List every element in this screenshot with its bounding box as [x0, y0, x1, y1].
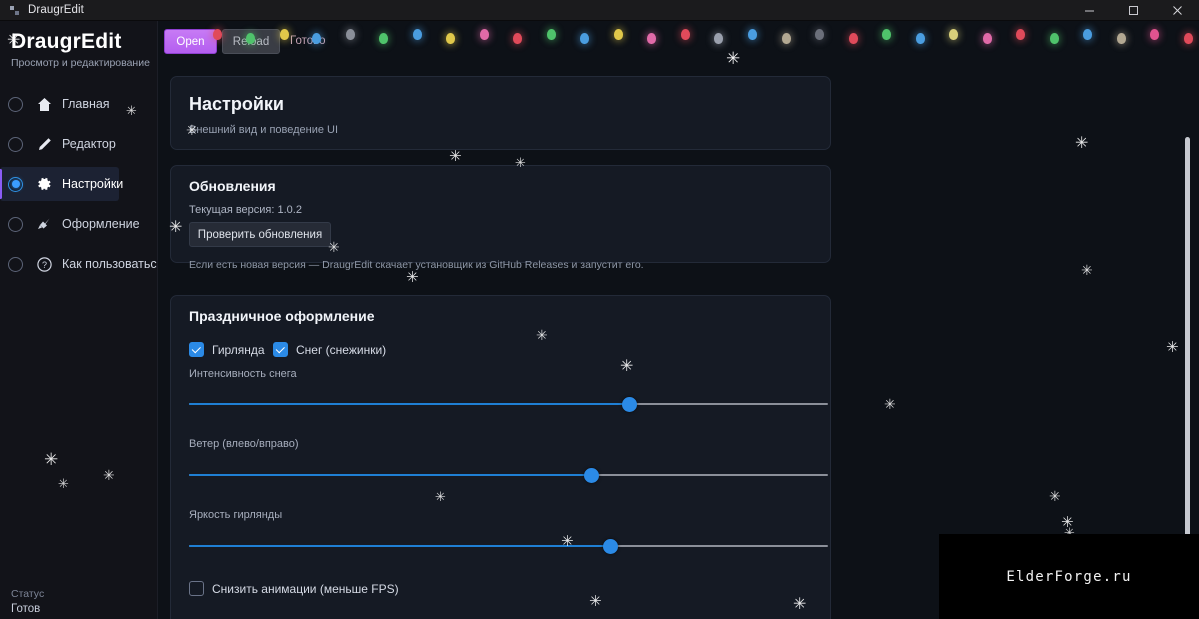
- checkbox-box: [273, 342, 288, 357]
- status-block: Статус Готов: [11, 587, 44, 617]
- status-label: Статус: [11, 588, 45, 600]
- brand-subtitle: Просмотр и редактирование ст: [11, 57, 151, 69]
- checkbox-snow[interactable]: Снег (снежинки): [273, 342, 386, 357]
- slider-fill: [189, 545, 611, 547]
- festive-title: Праздничное оформление: [189, 308, 375, 324]
- sidebar-item-label: Оформление: [62, 217, 140, 231]
- slider-garland-brightness[interactable]: [189, 538, 828, 554]
- close-icon[interactable]: [1155, 0, 1199, 21]
- checkbox-box: [189, 342, 204, 357]
- brush-icon: [34, 214, 54, 234]
- page-subtitle: Внешний вид и поведение UI: [189, 124, 339, 136]
- festive-card: Праздничное оформление Гирлянда Снег (сн…: [170, 295, 831, 619]
- watermark-text: ElderForge.ru: [1006, 568, 1132, 585]
- radio-indicator: [8, 136, 23, 152]
- sidebar: DraugrEdit Просмотр и редактирование ст …: [0, 21, 158, 619]
- sidebar-item-appearance[interactable]: Оформление: [0, 207, 140, 241]
- checkbox-reduce-animations[interactable]: Снизить анимации (меньше FPS): [189, 581, 399, 596]
- radio-indicator: [8, 96, 23, 112]
- checkbox-garland[interactable]: Гирлянда: [189, 342, 265, 357]
- sidebar-item-help[interactable]: ? Как пользоваться: [0, 247, 157, 281]
- sidebar-item-settings[interactable]: Настройки: [0, 167, 123, 201]
- checkbox-label: Снег (снежинки): [296, 342, 387, 357]
- check-updates-button[interactable]: Проверить обновления: [189, 222, 331, 247]
- radio-indicator: [8, 176, 23, 192]
- reload-button[interactable]: Reload: [222, 29, 280, 54]
- current-version-text: Текущая версия: 1.0.2: [189, 204, 302, 216]
- app-icon: [6, 3, 22, 17]
- minimize-icon[interactable]: [1067, 0, 1111, 21]
- brand-title: DraugrEdit: [11, 30, 122, 53]
- sidebar-nav: Главная Редактор Настройки: [0, 87, 157, 281]
- checkbox-label: Гирлянда: [212, 342, 265, 357]
- gear-icon: [34, 174, 54, 194]
- updates-card: Обновления Текущая версия: 1.0.2 Провери…: [170, 165, 831, 271]
- settings-card: Настройки Внешний вид и поведение UI: [170, 76, 831, 150]
- svg-text:?: ?: [41, 260, 46, 270]
- sidebar-item-label: Главная: [62, 97, 110, 111]
- slider-thumb[interactable]: [622, 397, 638, 412]
- slider-thumb[interactable]: [584, 468, 600, 483]
- page-title: Настройки: [189, 94, 284, 114]
- window-title: DraugrEdit: [28, 4, 84, 16]
- slider-label-garland-brightness: Яркость гирлянды: [189, 509, 283, 521]
- vertical-scrollbar[interactable]: [1185, 137, 1190, 619]
- sidebar-item-label: Настройки: [62, 177, 124, 191]
- open-button[interactable]: Open: [164, 29, 217, 54]
- updates-title: Обновления: [189, 178, 276, 194]
- home-icon: [34, 94, 54, 114]
- checkbox-label: Снизить анимации (меньше FPS): [212, 581, 399, 596]
- radio-indicator: [8, 216, 23, 232]
- toolbar-status-text: Готово: [290, 35, 326, 47]
- slider-label-snow-intensity: Интенсивность снега: [189, 368, 297, 380]
- main-content: Настройки Внешний вид и поведение UI Обн…: [158, 60, 1199, 619]
- pencil-icon: [34, 134, 54, 154]
- slider-fill: [189, 403, 630, 405]
- sidebar-item-editor[interactable]: Редактор: [0, 127, 119, 161]
- status-value: Готов: [11, 603, 41, 615]
- slider-wind[interactable]: [189, 467, 828, 483]
- question-icon: ?: [34, 254, 54, 274]
- sidebar-item-home[interactable]: Главная: [0, 87, 119, 121]
- sidebar-item-label: Редактор: [62, 137, 116, 151]
- maximize-icon[interactable]: [1111, 0, 1155, 21]
- window-titlebar: DraugrEdit: [0, 0, 1199, 21]
- radio-indicator: [8, 256, 23, 272]
- checkbox-box: [189, 581, 204, 596]
- toolbar: Open Reload Готово: [158, 21, 1199, 60]
- watermark-box: ElderForge.ru: [939, 534, 1199, 619]
- slider-thumb[interactable]: [603, 539, 619, 554]
- brand-block: DraugrEdit Просмотр и редактирование ст: [0, 21, 157, 70]
- slider-fill: [189, 474, 592, 476]
- updates-hint: Если есть новая версия — DraugrEdit скач…: [189, 259, 644, 271]
- slider-snow-intensity[interactable]: [189, 396, 828, 412]
- slider-label-wind: Ветер (влево/вправо): [189, 438, 299, 450]
- sidebar-item-label: Как пользоваться: [62, 257, 158, 271]
